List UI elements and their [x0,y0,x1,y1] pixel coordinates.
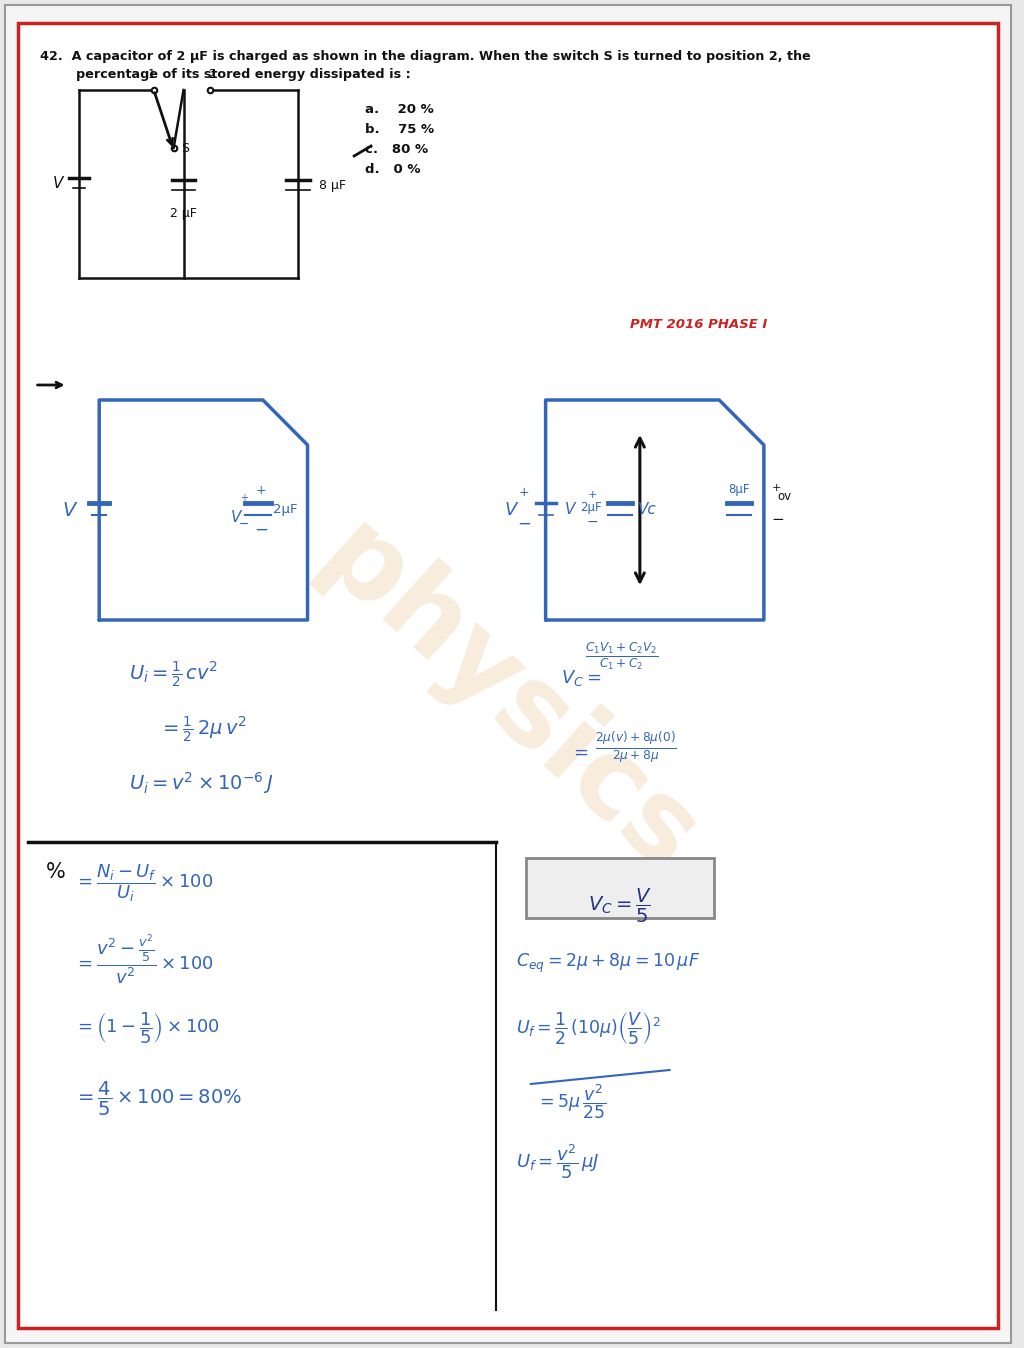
Text: $= \dfrac{N_i - U_f}{U_i} \times 100$: $= \dfrac{N_i - U_f}{U_i} \times 100$ [75,861,214,903]
Text: +: + [240,493,248,503]
Text: physics: physics [298,503,718,896]
Text: 8μF: 8μF [728,484,750,496]
Text: 42.  A capacitor of 2 μF is charged as shown in the diagram. When the switch S i: 42. A capacitor of 2 μF is charged as sh… [40,50,810,63]
Text: $C_{eq} = 2\mu + 8\mu = 10\,\mu F$: $C_{eq} = 2\mu + 8\mu = 10\,\mu F$ [516,952,700,975]
Text: $U_i = \frac{1}{2}\,cv^2$: $U_i = \frac{1}{2}\,cv^2$ [129,661,218,690]
Text: V: V [62,501,76,520]
Text: +: + [256,484,266,496]
Text: S: S [181,142,189,155]
Text: Vc: Vc [638,503,656,518]
Text: V: V [505,501,517,519]
Text: c.   80 %: c. 80 % [366,143,428,156]
Text: 2μF: 2μF [581,500,602,514]
Text: $= \left(1 - \dfrac{1}{5}\right) \times 100$: $= \left(1 - \dfrac{1}{5}\right) \times … [75,1010,220,1046]
Text: $V_C =$: $V_C =$ [560,669,601,687]
Text: +: + [588,491,597,500]
Text: 2 μF: 2 μF [170,208,197,220]
Text: 2: 2 [209,69,216,81]
Text: $= \dfrac{4}{5} \times 100 = 80\%$: $= \dfrac{4}{5} \times 100 = 80\%$ [75,1080,243,1117]
Text: V: V [231,511,242,526]
Text: $U_f = \dfrac{1}{2}\,(10\mu)\left(\dfrac{V}{5}\right)^2$: $U_f = \dfrac{1}{2}\,(10\mu)\left(\dfrac… [516,1010,660,1046]
Text: $\%$: $\%$ [45,861,66,882]
Text: percentage of its stored energy dissipated is :: percentage of its stored energy dissipat… [40,67,411,81]
Text: ov: ov [778,489,792,503]
Text: $U_f = \dfrac{v^2}{5}\,\mu J$: $U_f = \dfrac{v^2}{5}\,\mu J$ [516,1142,599,1181]
Text: −: − [772,512,784,527]
Text: b.    75 %: b. 75 % [366,123,434,136]
Text: 2μF: 2μF [272,504,297,516]
Text: $V_C = \dfrac{V}{5}$: $V_C = \dfrac{V}{5}$ [588,887,652,925]
Bar [525,857,715,918]
Text: $U_i = v^2 \times 10^{-6}\,J$: $U_i = v^2 \times 10^{-6}\,J$ [129,770,273,795]
Text: $= \frac{1}{2}\,2\mu\,v^2$: $= \frac{1}{2}\,2\mu\,v^2$ [159,714,247,745]
Text: +: + [772,483,781,493]
Text: $\frac{C_1 V_1 + C_2 V_2}{C_1 + C_2}$: $\frac{C_1 V_1 + C_2 V_2}{C_1 + C_2}$ [586,640,658,671]
Text: −: − [239,518,249,531]
Text: d.   0 %: d. 0 % [366,163,421,177]
Text: +: + [518,485,529,499]
Text: $= \dfrac{v^2 - \frac{v^2}{5}}{v^2} \times 100$: $= \dfrac{v^2 - \frac{v^2}{5}}{v^2} \tim… [75,934,214,987]
Text: V: V [565,503,575,518]
Text: $=$: $=$ [570,743,589,762]
Text: PMT 2016 PHASE I: PMT 2016 PHASE I [630,318,767,332]
Text: $\frac{2\mu(v)+8\mu(0)}{2\mu+8\mu}$: $\frac{2\mu(v)+8\mu(0)}{2\mu+8\mu}$ [595,731,677,764]
Text: V: V [52,175,62,190]
Text: 1: 1 [148,69,156,81]
Text: $= 5\mu\,\dfrac{v^2}{25}$: $= 5\mu\,\dfrac{v^2}{25}$ [536,1082,606,1120]
Text: −: − [254,520,268,539]
Text: −: − [587,515,598,528]
Text: a.    20 %: a. 20 % [366,102,434,116]
Text: 8 μF: 8 μF [319,178,346,191]
Text: −: − [517,515,530,532]
